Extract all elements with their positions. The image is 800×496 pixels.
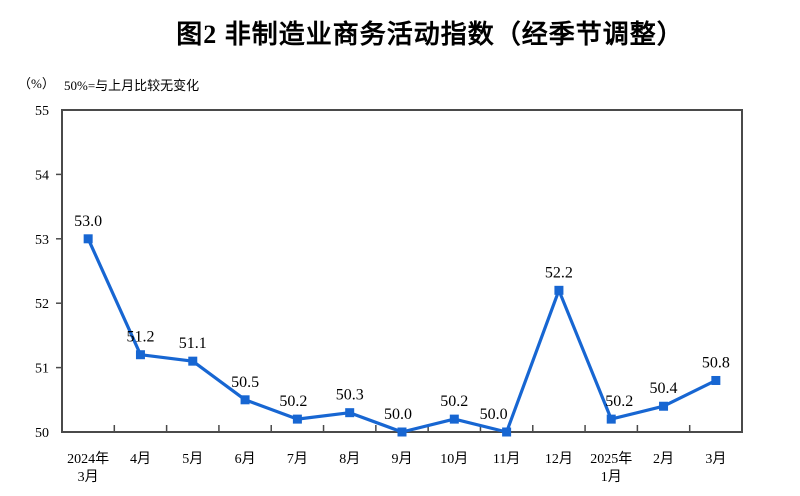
x-axis-tick-label: 12月 [545,451,573,467]
data-point-marker [135,350,145,360]
data-point-label: 51.1 [179,335,207,352]
baseline-note: 50%=与上月比较无变化 [64,78,200,93]
data-point-marker [83,234,93,244]
data-point-label: 50.3 [336,387,364,404]
data-point-marker [449,414,459,424]
data-point-marker [659,401,669,411]
x-axis-tick-label: 6月 [235,451,256,467]
chart-title: 图2 非制造业商务活动指数（经季节调整） [176,20,684,49]
x-axis-tick-label: 11月 [493,451,520,467]
data-point-label: 50.0 [480,406,508,423]
x-axis-tick-label: 7月 [287,451,308,467]
data-point-marker [606,414,616,424]
data-point-label: 50.2 [605,393,633,410]
data-point-marker [188,356,198,366]
data-point-marker [240,395,250,405]
data-point-label: 53.0 [74,213,102,230]
x-axis-tick-label: 9月 [392,451,413,467]
data-point-label: 50.5 [231,374,259,391]
data-point-marker [397,427,407,437]
x-axis-tick-label: 2024年 [67,451,109,467]
x-axis-tick-label: 3月 [78,469,99,485]
data-point-marker [502,427,512,437]
plot-frame [61,109,743,433]
x-axis-tick-label: 2月 [653,451,674,467]
x-axis-tick-label: 10月 [440,451,468,467]
data-point-label: 50.4 [650,380,678,397]
data-point-marker [711,375,721,385]
data-point-label: 52.2 [545,264,573,281]
x-axis-tick-label: 4月 [130,451,151,467]
data-point-label: 50.2 [279,393,307,410]
data-point-label: 50.8 [702,354,730,371]
y-axis-tick-label: 51 [35,362,49,377]
y-axis-unit-label: （%） [18,76,55,91]
data-point-marker [554,285,564,295]
y-axis-tick-label: 53 [35,233,49,248]
data-point-label: 50.0 [384,406,412,423]
x-axis-tick-label: 8月 [339,451,360,467]
y-axis-tick-label: 54 [35,168,49,183]
x-axis-tick-label: 2025年 [590,451,632,467]
x-axis-tick-label: 5月 [182,451,203,467]
data-point-marker [345,408,355,418]
y-axis-tick-label: 50 [35,426,49,441]
y-axis-tick-label: 55 [35,104,49,119]
y-axis-tick-label: 52 [35,297,49,312]
data-point-label: 50.2 [440,393,468,410]
x-axis-tick-label: 1月 [601,469,622,485]
data-point-label: 51.2 [126,329,154,346]
data-point-marker [292,414,302,424]
x-axis-tick-label: 3月 [705,451,726,467]
